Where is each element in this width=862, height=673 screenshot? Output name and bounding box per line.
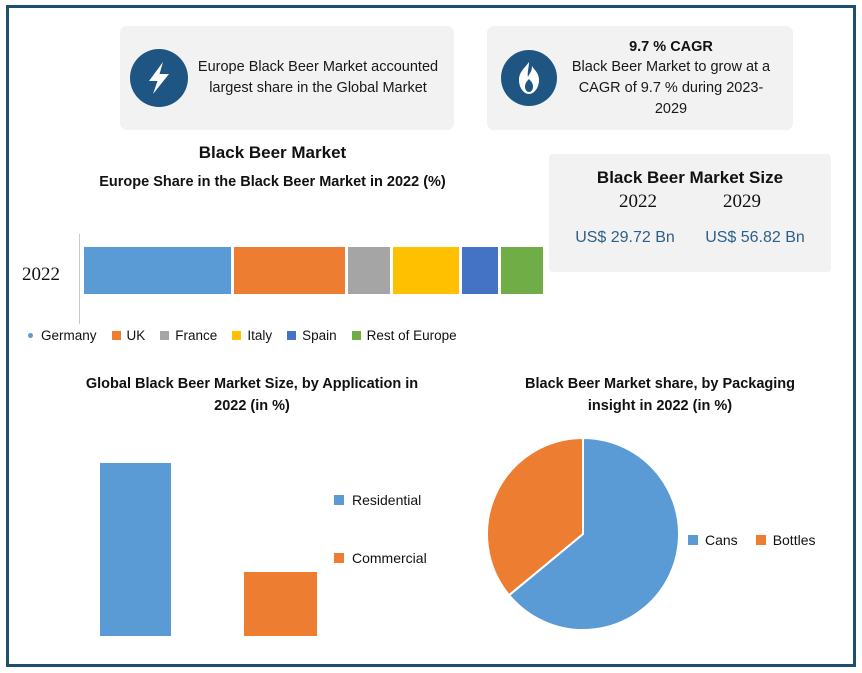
callout-text: 9.7 % CAGR Black Beer Market to grow at … [563, 37, 783, 119]
y-axis-line [79, 234, 80, 324]
chart-title: Global Black Beer Market Size, by Applic… [85, 376, 419, 414]
market-size-year-base: 2022 [619, 191, 657, 212]
legend-item-germany[interactable]: Germany [26, 328, 97, 343]
legend-item-spain[interactable]: Spain [287, 328, 337, 343]
market-size-title: Black Beer Market Size [596, 168, 784, 187]
market-size-value-forecast: US$ 56.82 Bn [705, 229, 805, 246]
chart-legend: Germany UK France Italy Spain Rest of Eu… [26, 328, 536, 343]
pie-slice-bottles [486, 436, 584, 597]
bar-commercial [244, 571, 317, 636]
market-size-card: Black Beer Market Size 2022 2029 US$ 29.… [549, 154, 831, 272]
chart-legend: Cans Bottles [688, 532, 834, 548]
legend-label-rest-of-europe: Rest of Europe [366, 328, 457, 343]
pie-plot-area [485, 436, 681, 637]
legend-swatch-cans [688, 535, 698, 545]
chart-title: Black Beer Market share, by Packaging in… [525, 376, 795, 414]
market-size-values: US$ 29.72 Bn US$ 56.82 Bn [549, 229, 831, 247]
legend-swatch-bottles [755, 535, 766, 545]
market-size-year-forecast: 2029 [723, 191, 761, 212]
legend-item-rest-of-europe[interactable]: Rest of Europe [351, 328, 457, 343]
chart-europe-share: Europe Share in the Black Beer Market in… [0, 172, 545, 352]
legend-item-residential[interactable]: Residential [334, 492, 427, 508]
chart-legend: Residential Commercial [334, 492, 427, 608]
legend-swatch-residential [334, 495, 344, 505]
legend-label-germany: Germany [41, 328, 97, 343]
chart-packaging-share: Black Beer Market share, by Packaging in… [460, 374, 860, 659]
legend-swatch-rest-of-europe [351, 331, 361, 340]
legend-swatch-italy [232, 331, 242, 340]
bar-segment-rest-of-europe [500, 247, 543, 294]
bar-residential [100, 462, 171, 636]
legend-label-residential: Residential [352, 492, 422, 508]
legend-item-france[interactable]: France [160, 328, 217, 343]
legend-label-uk: UK [126, 328, 146, 343]
callout-text: Europe Black Beer Market accounted large… [196, 57, 444, 98]
page-title: Black Beer Market [198, 143, 347, 162]
legend-label-france: France [175, 328, 218, 343]
legend-item-commercial[interactable]: Commercial [334, 550, 427, 566]
callout-body: Europe Black Beer Market accounted large… [197, 59, 439, 96]
legend-label-commercial: Commercial [352, 550, 427, 566]
bar-segment-france [347, 247, 390, 294]
legend-label-spain: Spain [302, 328, 337, 343]
legend-item-italy[interactable]: Italy [232, 328, 272, 343]
chart-plot-area [42, 434, 342, 649]
legend-swatch-uk [111, 331, 121, 340]
flame-icon [501, 50, 557, 106]
callout-card-europe-share: Europe Black Beer Market accounted large… [120, 26, 454, 130]
market-size-years: 2022 2029 [549, 191, 831, 213]
bar-segment-spain [462, 247, 498, 294]
legend-swatch-france [160, 331, 170, 340]
legend-item-bottles[interactable]: Bottles [755, 532, 816, 548]
callout-heading: 9.7 % CAGR [629, 38, 713, 55]
legend-label-cans: Cans [705, 532, 738, 548]
market-size-value-base: US$ 29.72 Bn [575, 229, 675, 246]
callout-card-cagr: 9.7 % CAGR Black Beer Market to grow at … [487, 26, 793, 130]
lightning-bolt-icon [130, 49, 188, 107]
category-label-2022: 2022 [22, 264, 60, 285]
bar-segment-italy [392, 247, 460, 294]
stacked-bar [84, 247, 543, 294]
legend-swatch-commercial [334, 553, 344, 563]
legend-label-italy: Italy [247, 328, 273, 343]
legend-item-cans[interactable]: Cans [688, 532, 738, 548]
callout-body: Black Beer Market to grow at a CAGR of 9… [571, 59, 771, 117]
legend-swatch-germany [28, 333, 33, 338]
legend-swatch-spain [287, 331, 297, 340]
legend-item-uk[interactable]: UK [111, 328, 146, 343]
chart-application-share: Global Black Beer Market Size, by Applic… [42, 374, 462, 659]
pie-slice-cans [507, 436, 680, 631]
bar-segment-uk [233, 247, 345, 294]
legend-label-bottles: Bottles [772, 532, 816, 548]
chart-title: Europe Share in the Black Beer Market in… [99, 174, 446, 190]
bar-segment-germany [84, 247, 231, 294]
chart-plot-area: 2022 [0, 234, 545, 324]
